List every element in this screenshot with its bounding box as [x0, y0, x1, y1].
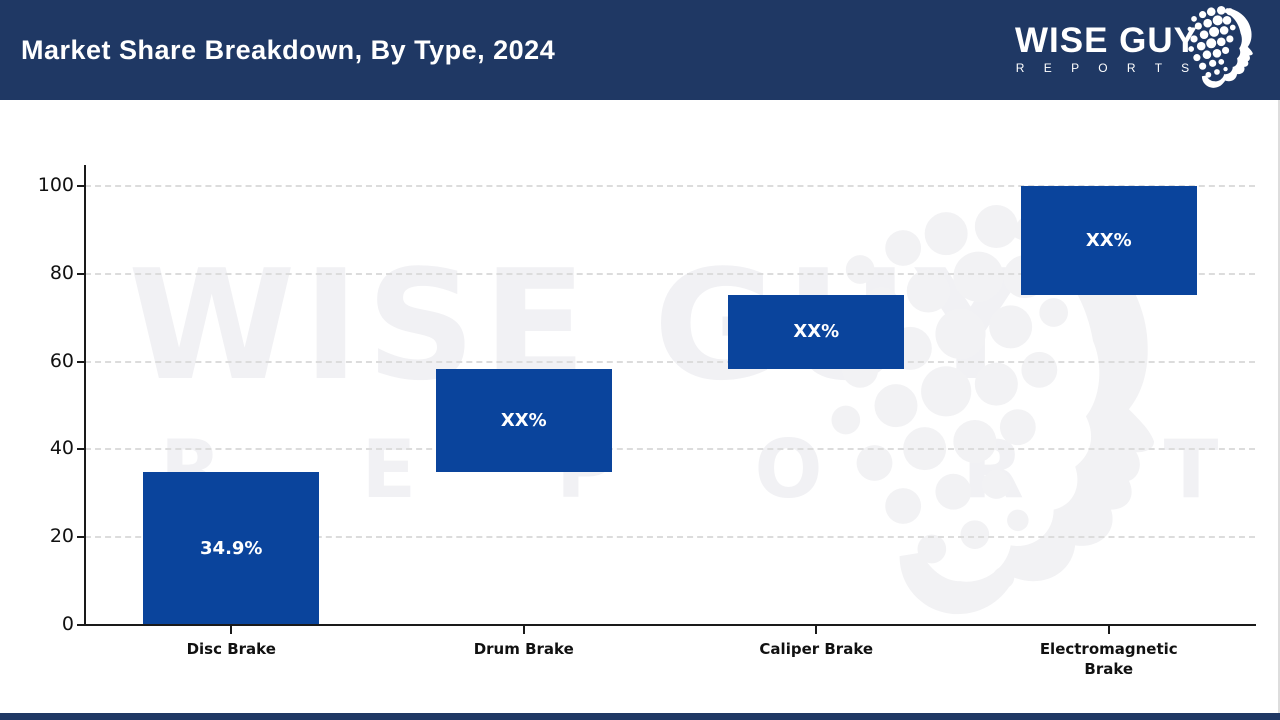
logo-text: WISE GUY R E P O R T S: [1014, 21, 1198, 75]
bar-drum-brake: XX%: [435, 369, 612, 472]
category-label-electromagnetic-brake: Electromagnetic Brake: [999, 639, 1219, 679]
bar-caliper-brake: XX%: [728, 294, 905, 370]
ytick-mark-100: [77, 185, 84, 187]
x-axis-line: [84, 624, 1256, 626]
xtick-mark-caliper-brake: [815, 626, 818, 634]
category-label-text: Electromagnetic Brake: [1039, 640, 1178, 678]
ytick-label-0: 0: [61, 613, 74, 635]
category-label-caliper-brake: Caliper Brake: [706, 639, 926, 659]
category-label-text: Disc Brake: [186, 640, 276, 658]
page-title: Market Share Breakdown, By Type, 2024: [21, 34, 556, 65]
gridline-100: [85, 185, 1255, 187]
category-label-text: Drum Brake: [473, 640, 574, 658]
right-edge-border: [1278, 100, 1280, 713]
ytick-mark-60: [77, 360, 84, 363]
ytick-label-80: 80: [49, 261, 74, 284]
gridline-40: [85, 448, 1255, 451]
xtick-mark-disc-brake: [230, 626, 233, 634]
logo-wordmark: WISE GUY: [1014, 21, 1198, 61]
logo: WISE GUY R E P O R T S: [1015, 6, 1270, 92]
footer-bar: [0, 713, 1280, 720]
header-bar: Market Share Breakdown, By Type, 2024 WI…: [0, 0, 1280, 100]
ytick-mark-20: [77, 536, 84, 539]
category-label-text: Caliper Brake: [759, 640, 874, 658]
bar-value-label: XX%: [500, 409, 547, 431]
bar-disc-brake: 34.9%: [143, 471, 320, 625]
bar-electromagnetic-brake: XX%: [1020, 186, 1197, 295]
ytick-label-40: 40: [49, 437, 74, 460]
gridline-60: [85, 360, 1255, 363]
bar-value-label: XX%: [1085, 229, 1132, 251]
ytick-mark-0: [77, 624, 84, 626]
ytick-label-100: 100: [37, 174, 74, 196]
category-label-disc-brake: Disc Brake: [121, 639, 341, 659]
category-label-drum-brake: Drum Brake: [414, 639, 634, 659]
gridline-20: [85, 536, 1255, 539]
gridline-80: [85, 272, 1255, 275]
ytick-label-60: 60: [49, 349, 74, 372]
bar-value-label: 34.9%: [200, 537, 263, 559]
y-axis-line: [84, 165, 86, 626]
ytick-label-20: 20: [49, 525, 74, 548]
xtick-mark-drum-brake: [522, 626, 525, 634]
xtick-mark-electromagnetic-brake: [1107, 626, 1110, 634]
ytick-mark-40: [77, 448, 84, 451]
logo-subtext: R E P O R T S: [1015, 60, 1198, 75]
logo-face-icon: [1184, 6, 1270, 92]
bar-value-label: XX%: [793, 321, 840, 343]
ytick-mark-80: [77, 272, 84, 275]
